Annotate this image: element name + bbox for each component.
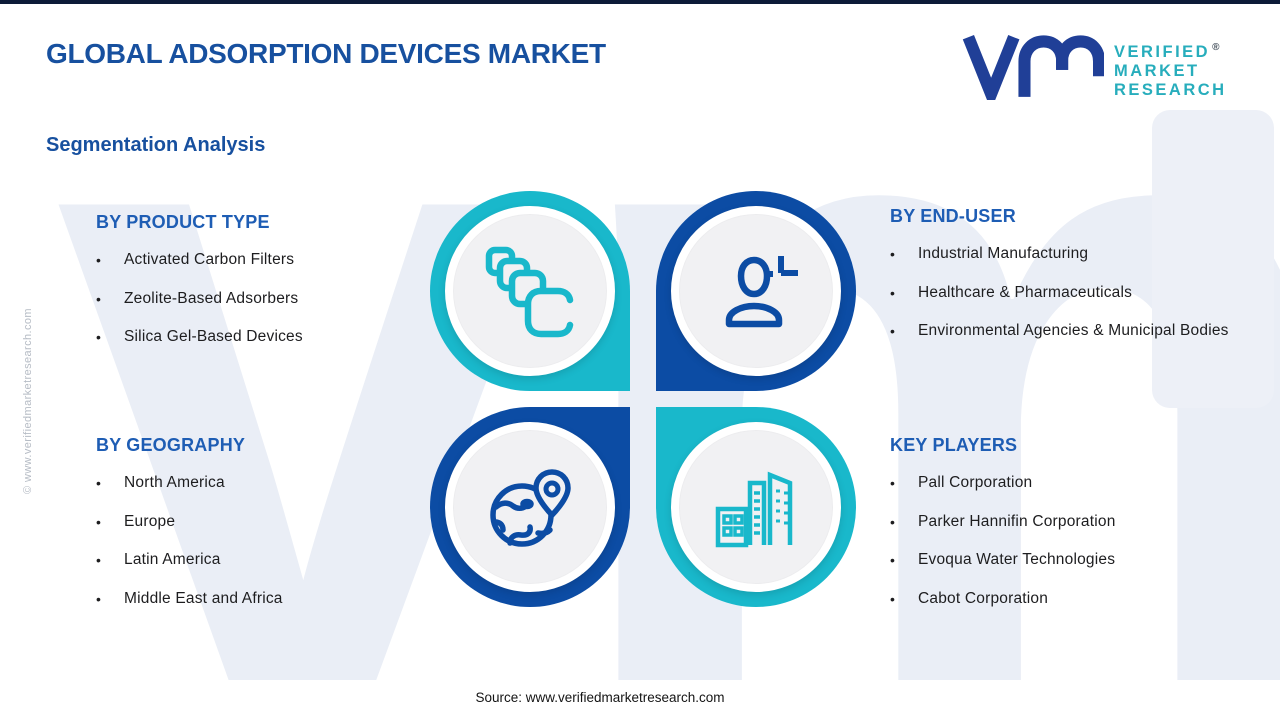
bullet-icon: • <box>890 475 895 491</box>
bullet-icon: • <box>890 246 895 262</box>
hub-circle-inner <box>671 422 841 592</box>
list-item: • Activated Carbon Filters <box>96 241 396 280</box>
top-border <box>0 0 1280 4</box>
registered-mark: ® <box>1212 42 1220 53</box>
hub-circle-inner <box>445 422 615 592</box>
list-item: • Middle East and Africa <box>96 580 396 619</box>
list-item: • Pall Corporation <box>890 464 1242 503</box>
bullet-icon: • <box>96 252 101 268</box>
list-item: • Zeolite-Based Adsorbers <box>96 280 396 319</box>
logo-line-verified: VERIFIED ® <box>1114 42 1220 61</box>
logo-line-research: RESEARCH <box>1114 81 1227 99</box>
list-item-text: Middle East and Africa <box>124 589 283 607</box>
list-item-text: Cabot Corporation <box>918 589 1049 607</box>
bullet-icon: • <box>96 475 101 491</box>
bullet-icon: • <box>96 513 101 530</box>
list-item-text: Industrial Manufacturing <box>918 245 1089 262</box>
bullet-icon: • <box>890 284 895 301</box>
bullet-icon: • <box>890 590 895 607</box>
hub-circle-key-players <box>656 407 856 607</box>
list-item: • Europe <box>96 503 396 542</box>
source-text: Source: www.verifiedmarketresearch.com <box>475 690 725 705</box>
hub-circle-inner <box>671 206 841 376</box>
section-title: BY PRODUCT TYPE <box>96 212 270 232</box>
vmr-logo: VERIFIED ® MARKET RESEARCH <box>962 34 1227 100</box>
bullet-icon: • <box>96 290 101 307</box>
section-by-geography: BY GEOGRAPHY • North America • Europe • Latin… <box>96 435 396 618</box>
list-item: • Latin America <box>96 541 396 580</box>
section-by-product-type: BY PRODUCT TYPE • Activated Carbon Filter… <box>96 212 396 357</box>
bullet-list: • Activated Carbon Filters • Zeolite-Based … <box>96 241 396 357</box>
bullet-list: • North America • Europe • Latin America • Midd… <box>96 464 396 618</box>
vmr-monogram-icon <box>962 34 1104 100</box>
bullet-list: • Pall Corporation • Parker Hannifin Corpor… <box>890 464 1242 618</box>
list-item-text: Latin America <box>124 551 221 568</box>
bullet-icon: • <box>890 513 895 530</box>
layers-icon <box>485 246 574 338</box>
bullet-list: • Industrial Manufacturing • Healthcare & P… <box>890 235 1242 351</box>
list-item: • Environmental Agencies & Municipal Bodi… <box>890 312 1242 351</box>
hub-circle-product-type <box>430 191 630 391</box>
hub-circle-inner <box>445 206 615 376</box>
logo-wordmark: VERIFIED ® MARKET RESEARCH <box>1114 38 1227 100</box>
page-title: GLOBAL ADSORPTION DEVICES MARKET <box>46 38 606 69</box>
list-item: • Cabot Corporation <box>890 580 1242 619</box>
list-item: • Healthcare & Pharmaceuticals <box>890 274 1242 313</box>
section-by-end-user: BY END-USER • Industrial Manufacturing • He… <box>890 206 1242 351</box>
list-item-text: Activated Carbon Filters <box>124 251 295 268</box>
user-plus-icon <box>725 256 798 328</box>
list-item-text: Environmental Agencies & Municipal Bodie… <box>918 322 1229 339</box>
list-item-text: Healthcare & Pharmaceuticals <box>918 283 1133 301</box>
list-item-text: Evoqua Water Technologies <box>918 551 1116 568</box>
globe-pin-icon <box>490 469 571 547</box>
hub-circle-end-user <box>656 191 856 391</box>
list-item-text: Silica Gel-Based Devices <box>124 328 303 345</box>
list-item-text: Europe <box>124 512 176 530</box>
list-item-text: Pall Corporation <box>918 474 1033 491</box>
bullet-icon: • <box>890 552 895 568</box>
city-buildings-icon <box>715 471 793 548</box>
bullet-icon: • <box>890 323 895 339</box>
list-item: • Evoqua Water Technologies <box>890 541 1242 580</box>
bullet-icon: • <box>96 590 101 607</box>
bullet-icon: • <box>96 552 101 568</box>
section-title: KEY PLAYERS <box>890 435 1018 455</box>
logo-line-market: MARKET <box>1114 62 1200 80</box>
list-item-text: Parker Hannifin Corporation <box>918 512 1116 530</box>
list-item: • Parker Hannifin Corporation <box>890 503 1242 542</box>
bullet-icon: • <box>96 329 101 345</box>
list-item: • Industrial Manufacturing <box>890 235 1242 274</box>
section-key-players: KEY PLAYERS • Pall Corporation • Parker Han… <box>890 435 1242 618</box>
watermark-bar <box>1152 110 1274 408</box>
list-item-text: North America <box>124 474 225 491</box>
list-item: • Silica Gel-Based Devices <box>96 318 396 357</box>
hub-circle-geography <box>430 407 630 607</box>
section-title: BY END-USER <box>890 206 1016 226</box>
section-subtitle: Segmentation Analysis <box>46 134 266 156</box>
list-item: • North America <box>96 464 396 503</box>
section-title: BY GEOGRAPHY <box>96 435 246 455</box>
vertical-copyright: © www.verifiedmarketresearch.com <box>22 308 34 494</box>
list-item-text: Zeolite-Based Adsorbers <box>124 289 299 307</box>
